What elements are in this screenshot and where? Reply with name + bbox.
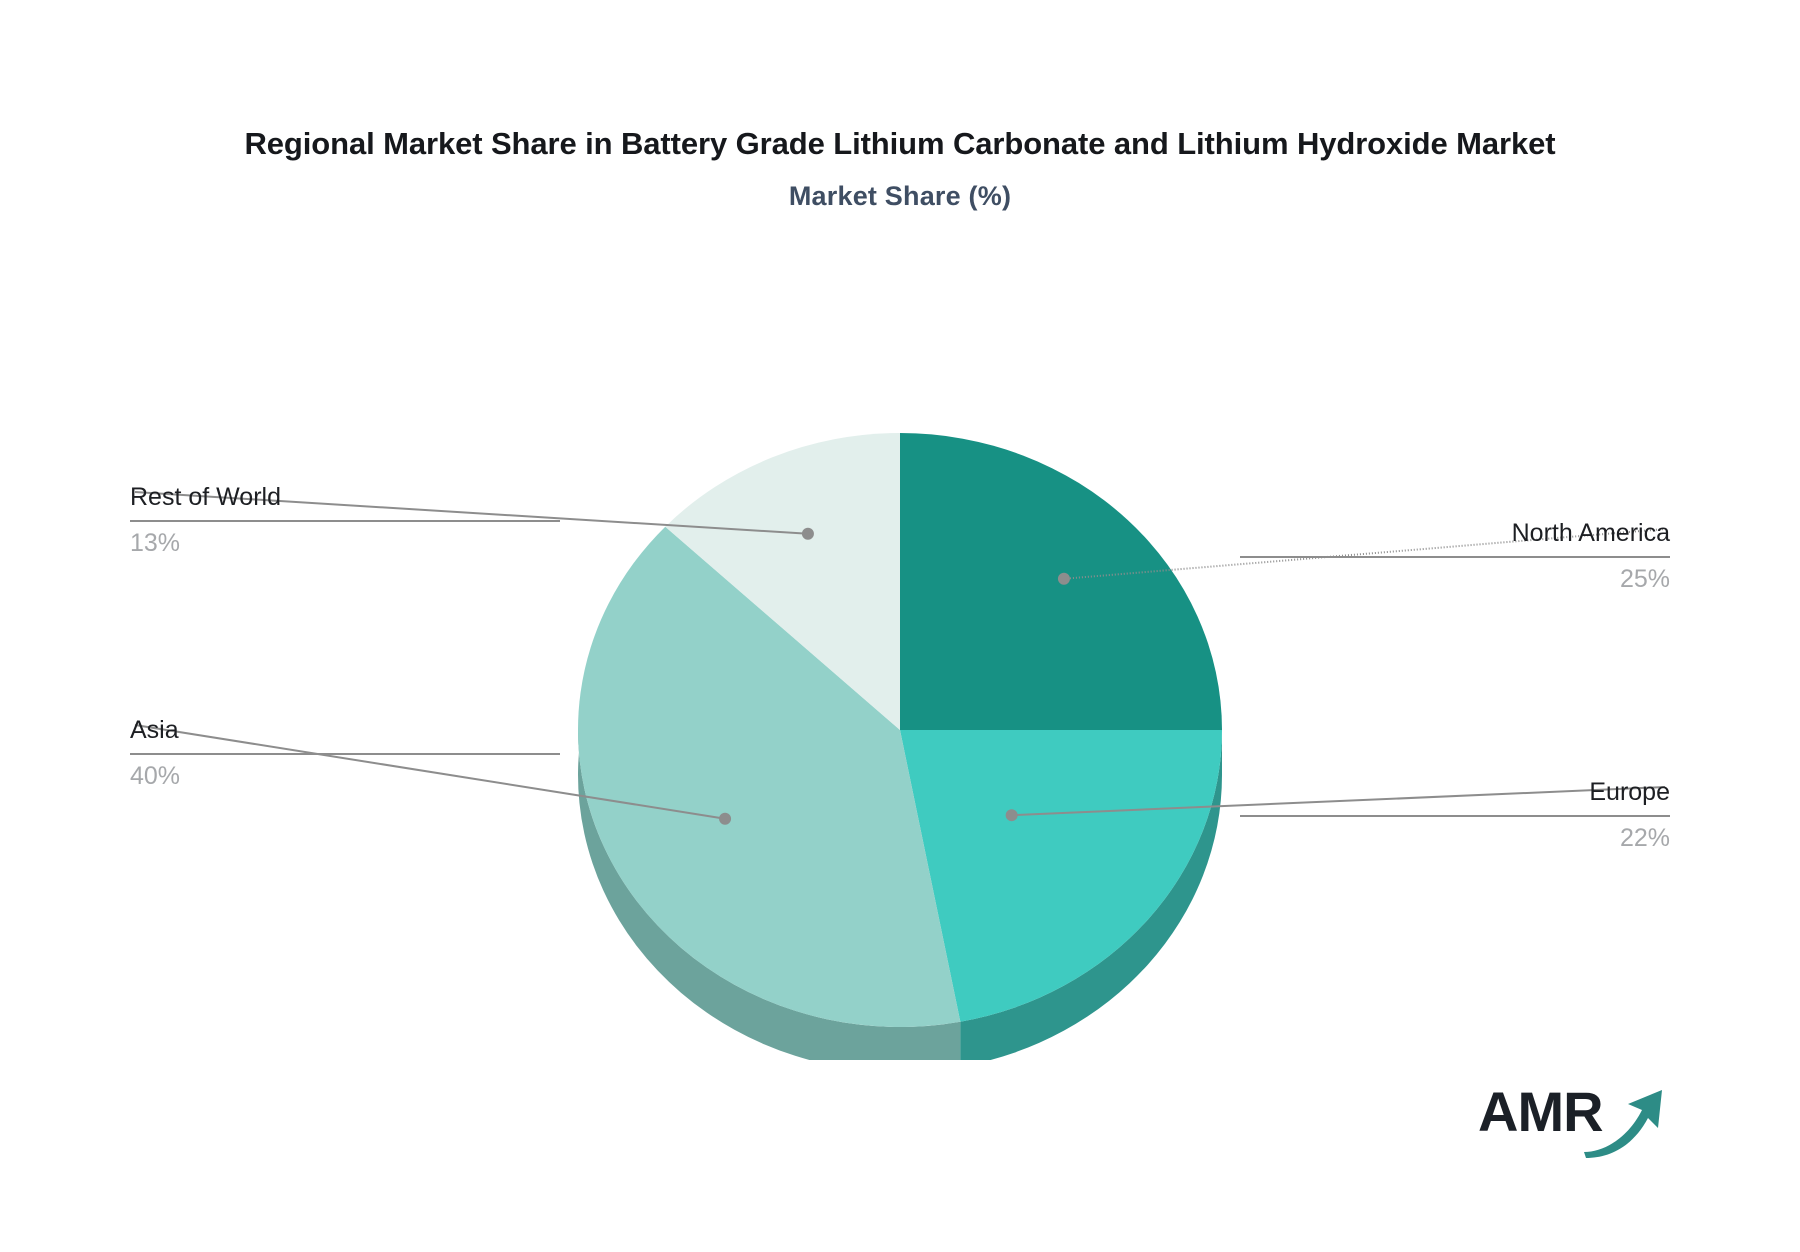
callout-label: Europe [1589, 778, 1670, 806]
pie-depth-group [578, 730, 1222, 1060]
callout-value: 13% [130, 529, 181, 558]
chart-subtitle: Market Share (%) [788, 180, 1012, 211]
callout-north-america: North America 25% [1240, 518, 1670, 596]
callout-asia: Asia 40% [130, 715, 560, 793]
callout-rule [130, 753, 560, 756]
callout-label: Asia [130, 716, 179, 744]
pie-slices-group [577, 433, 1222, 1028]
callout-rule [1240, 556, 1670, 559]
callout-label: North America [1511, 519, 1670, 547]
pie-depth-europe [960, 730, 1222, 1060]
page-title: Regional Market Share in Battery Grade L… [244, 126, 1556, 161]
leader-dot [719, 812, 732, 825]
title-block: Regional Market Share in Battery Grade L… [170, 120, 1630, 212]
amr-logo-text: AMR [1478, 1080, 1604, 1143]
callout-rule [1240, 815, 1670, 818]
leader-dot [1057, 572, 1070, 585]
amr-logo: AMR [1478, 1082, 1668, 1162]
callout-label: Rest of World [130, 483, 281, 511]
pie-slice-europe[interactable] [900, 730, 1222, 1022]
pie-slice-asia[interactable] [577, 526, 961, 1028]
callout-value: 22% [1619, 824, 1670, 853]
callout-rule [130, 520, 560, 523]
callout-value: 40% [130, 762, 181, 791]
callout-rest-of-world: Rest of World 13% [130, 482, 560, 560]
pie-slice-rest-of-world[interactable] [665, 433, 900, 730]
leader-dot [801, 527, 814, 540]
callout-europe: Europe 22% [1240, 777, 1670, 855]
callout-value: 25% [1619, 565, 1670, 594]
pie-slice-north-america[interactable] [900, 433, 1222, 730]
growth-arrow-icon [1584, 1090, 1662, 1158]
pie-depth-asia [578, 730, 961, 1060]
leader-dot [1005, 809, 1018, 822]
